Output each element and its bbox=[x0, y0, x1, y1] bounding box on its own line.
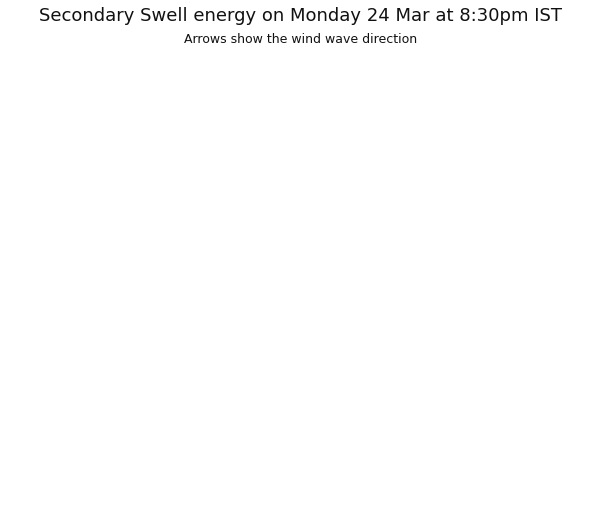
Text: Arrows show the wind wave direction: Arrows show the wind wave direction bbox=[184, 33, 417, 46]
Text: Secondary Swell energy on Monday 24 Mar at 8:30pm IST: Secondary Swell energy on Monday 24 Mar … bbox=[39, 7, 562, 25]
Text: Map not available
(cartopy required): Map not available (cartopy required) bbox=[212, 259, 389, 300]
